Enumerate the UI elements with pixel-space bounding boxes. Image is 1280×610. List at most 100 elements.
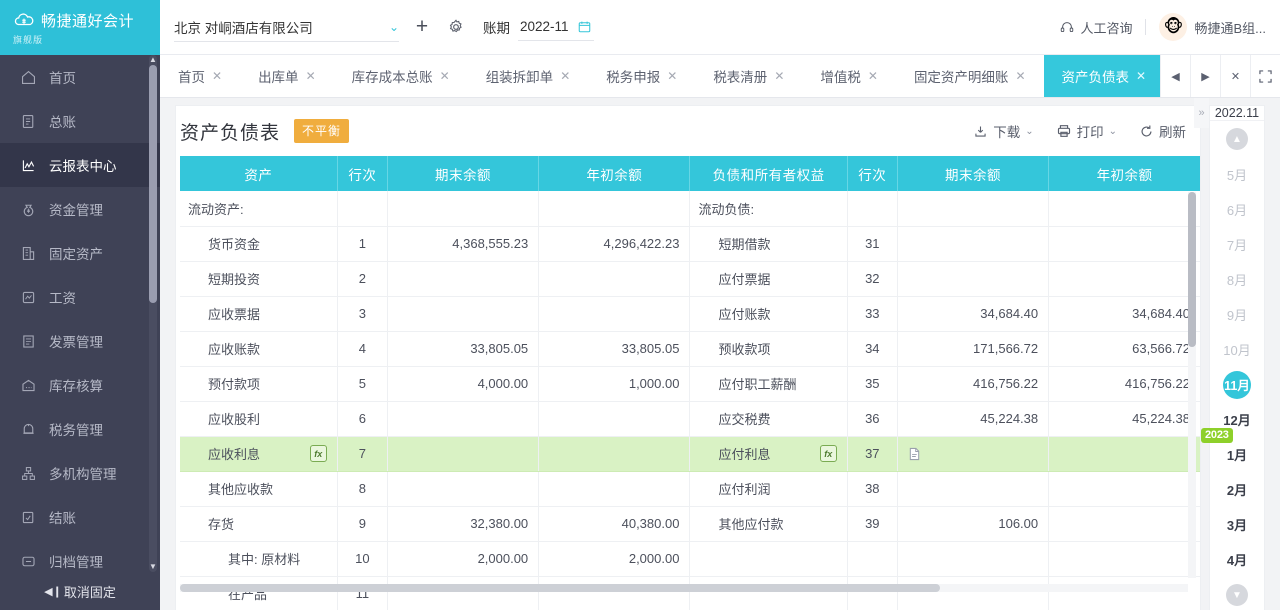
tab-vat[interactable]: 增值税 ✕ — [802, 55, 896, 97]
cell-asset-end[interactable] — [387, 471, 540, 507]
cell-asset-name[interactable]: 应收股利 — [180, 401, 338, 437]
cell-asset-begin[interactable] — [538, 191, 691, 227]
cell-asset-name[interactable]: 货币资金 — [180, 226, 338, 262]
cell-asset-name[interactable]: 其他应收款 — [180, 471, 338, 507]
cell-asset-name[interactable]: 应收票据 — [180, 296, 338, 332]
table-row[interactable]: 其中: 原材料 10 2,000.00 2,000.00 — [180, 541, 1200, 577]
month-item-8[interactable]: 8月 — [1210, 262, 1264, 297]
cell-liability-end[interactable]: 106.00 — [897, 506, 1050, 542]
month-item-11-selected[interactable]: 11月 — [1210, 367, 1264, 402]
cell-liability-end[interactable] — [897, 261, 1050, 297]
cell-asset-begin[interactable]: 40,380.00 — [538, 506, 691, 542]
cell-liability-end[interactable] — [897, 576, 1050, 610]
month-item-3[interactable]: 3月 — [1210, 507, 1264, 542]
cell-liability-end[interactable] — [897, 191, 1050, 227]
month-item-10[interactable]: 10月 — [1210, 332, 1264, 367]
refresh-button[interactable]: 刷新 — [1139, 121, 1186, 141]
sidebar-item-multi-org-management[interactable]: 多机构管理 — [0, 451, 160, 495]
close-icon[interactable]: ✕ — [667, 69, 678, 83]
cell-asset-end[interactable]: 2,000.00 — [387, 541, 540, 577]
cell-liability-name[interactable]: 应付利润 — [689, 471, 848, 507]
sidebar-item-close-period[interactable]: 结账 — [0, 495, 160, 539]
column-header-liabilities-equity[interactable]: 负债和所有者权益 — [689, 156, 848, 191]
cell-liability-begin[interactable]: 45,224.38 — [1048, 401, 1200, 437]
sidebar-item-inventory-accounting[interactable]: 库存核算 — [0, 363, 160, 407]
cell-liability-begin[interactable]: 63,566.72 — [1048, 331, 1200, 367]
user-menu[interactable]: 🐵 畅捷通B组... — [1146, 13, 1266, 41]
cell-liability-name[interactable]: 短期借款 — [689, 226, 848, 262]
cell-liability-begin[interactable] — [1048, 506, 1200, 542]
cell-asset-begin[interactable]: 33,805.05 — [538, 331, 691, 367]
table-row[interactable]: 存货 9 32,380.00 40,380.00 其他应付款 39 106.00 — [180, 506, 1200, 542]
company-selector[interactable]: 北京 对峒酒店有限公司 ⌄ — [174, 12, 399, 42]
cell-asset-name[interactable]: 存货 — [180, 506, 338, 542]
period-value-box[interactable]: 2022-11 — [518, 13, 594, 41]
sidebar-item-fixed-assets[interactable]: 固定资产 — [0, 231, 160, 275]
column-header-end-balance-right[interactable]: 期末余额 — [897, 156, 1050, 191]
tab-fixed-asset-subledger[interactable]: 固定资产明细账 ✕ — [896, 55, 1044, 97]
close-icon[interactable]: ✕ — [774, 69, 785, 83]
scrollbar-thumb[interactable] — [180, 584, 940, 592]
add-company-button[interactable]: + — [405, 10, 439, 44]
month-item-1-next-year[interactable]: 2023 1月 — [1201, 428, 1264, 472]
tab-tax-form-register[interactable]: 税表清册 ✕ — [695, 55, 802, 97]
month-item-12[interactable]: 12月 — [1210, 402, 1264, 437]
cell-asset-name[interactable]: 流动资产: — [180, 191, 338, 227]
cell-liability-name[interactable]: 应付票据 — [689, 261, 848, 297]
column-header-line-no-right[interactable]: 行次 — [847, 156, 898, 191]
chevron-down-circle-icon[interactable]: ▼ — [1226, 584, 1248, 606]
tab-scroll-left-button[interactable]: ◀ — [1160, 55, 1190, 97]
cell-asset-name[interactable]: 短期投资 — [180, 261, 338, 297]
period-selector[interactable]: 账期 2022-11 — [483, 13, 594, 41]
cell-liability-begin[interactable] — [1048, 541, 1200, 577]
cell-liability-begin[interactable] — [1048, 471, 1200, 507]
cell-liability-end[interactable]: 45,224.38 — [897, 401, 1050, 437]
cell-asset-begin[interactable] — [538, 471, 691, 507]
cell-liability-begin[interactable] — [1048, 436, 1200, 472]
tab-close-all-button[interactable]: ✕ — [1220, 55, 1250, 97]
close-icon[interactable]: ✕ — [439, 69, 450, 83]
cell-liability-name[interactable]: 应付账款 — [689, 296, 848, 332]
cell-asset-name[interactable]: 应收账款 — [180, 331, 338, 367]
scroll-down-icon[interactable]: ▼ — [149, 562, 157, 571]
close-icon[interactable]: ✕ — [1015, 69, 1026, 83]
cell-asset-name[interactable]: 在产品 — [180, 576, 338, 610]
scrollbar-thumb[interactable] — [149, 65, 157, 303]
cell-asset-begin[interactable] — [538, 401, 691, 437]
cell-liability-end[interactable]: 171,566.72 — [897, 331, 1050, 367]
cell-asset-end[interactable] — [387, 261, 540, 297]
tab-inventory-cost-ledger[interactable]: 库存成本总账 ✕ — [334, 55, 468, 97]
print-button[interactable]: 打印 ⌄ — [1056, 121, 1117, 141]
balance-sheet-scroll-area[interactable]: 资产 行次 期末余额 年初余额 负债和所有者权益 行次 期末余额 年初余额 流 — [180, 156, 1200, 610]
scrollbar-thumb[interactable] — [1188, 192, 1196, 347]
cell-liability-end[interactable] — [897, 471, 1050, 507]
close-icon[interactable]: ✕ — [305, 69, 316, 83]
close-icon[interactable]: ✕ — [560, 69, 571, 83]
cell-liability-begin[interactable] — [1048, 576, 1200, 610]
sidebar-scrollbar[interactable]: ▲ ▼ — [149, 55, 157, 572]
cell-liability-name[interactable]: 预收款项 — [689, 331, 848, 367]
cell-liability-begin[interactable]: 416,756.22 — [1048, 366, 1200, 402]
sidebar-item-cloud-report-center[interactable]: 云报表中心 — [0, 143, 160, 187]
cell-liability-name[interactable]: 应交税费 — [689, 401, 848, 437]
sidebar-item-fund-management[interactable]: 资金管理 — [0, 187, 160, 231]
table-row[interactable]: 预付款项 5 4,000.00 1,000.00 应付职工薪酬 35 416,7… — [180, 366, 1200, 402]
download-button[interactable]: 下载 ⌄ — [973, 121, 1034, 141]
tab-balance-sheet[interactable]: 资产负债表 ✕ — [1043, 55, 1160, 97]
cell-liability-end[interactable] — [897, 541, 1050, 577]
cell-asset-begin[interactable] — [538, 261, 691, 297]
cell-asset-begin[interactable] — [538, 296, 691, 332]
cell-asset-end[interactable] — [387, 576, 540, 610]
cell-asset-begin[interactable]: 4,296,422.23 — [538, 226, 691, 262]
table-row[interactable]: 应收股利 6 应交税费 36 45,224.38 45,224.38 — [180, 401, 1200, 437]
cell-asset-end[interactable]: 32,380.00 — [387, 506, 540, 542]
cell-asset-begin[interactable] — [538, 436, 691, 472]
table-row[interactable]: 应收账款 4 33,805.05 33,805.05 预收款项 34 171,5… — [180, 331, 1200, 367]
cell-liability-begin[interactable] — [1048, 191, 1200, 227]
sidebar-item-invoice-management[interactable]: 发票管理 — [0, 319, 160, 363]
cell-liability-begin[interactable] — [1048, 261, 1200, 297]
table-row[interactable]: 应收票据 3 应付账款 33 34,684.40 34,684.40 — [180, 296, 1200, 332]
column-header-end-balance-left[interactable]: 期末余额 — [387, 156, 540, 191]
tab-tax-filing[interactable]: 税务申报 ✕ — [588, 55, 695, 97]
formula-icon[interactable]: fx — [819, 445, 837, 462]
